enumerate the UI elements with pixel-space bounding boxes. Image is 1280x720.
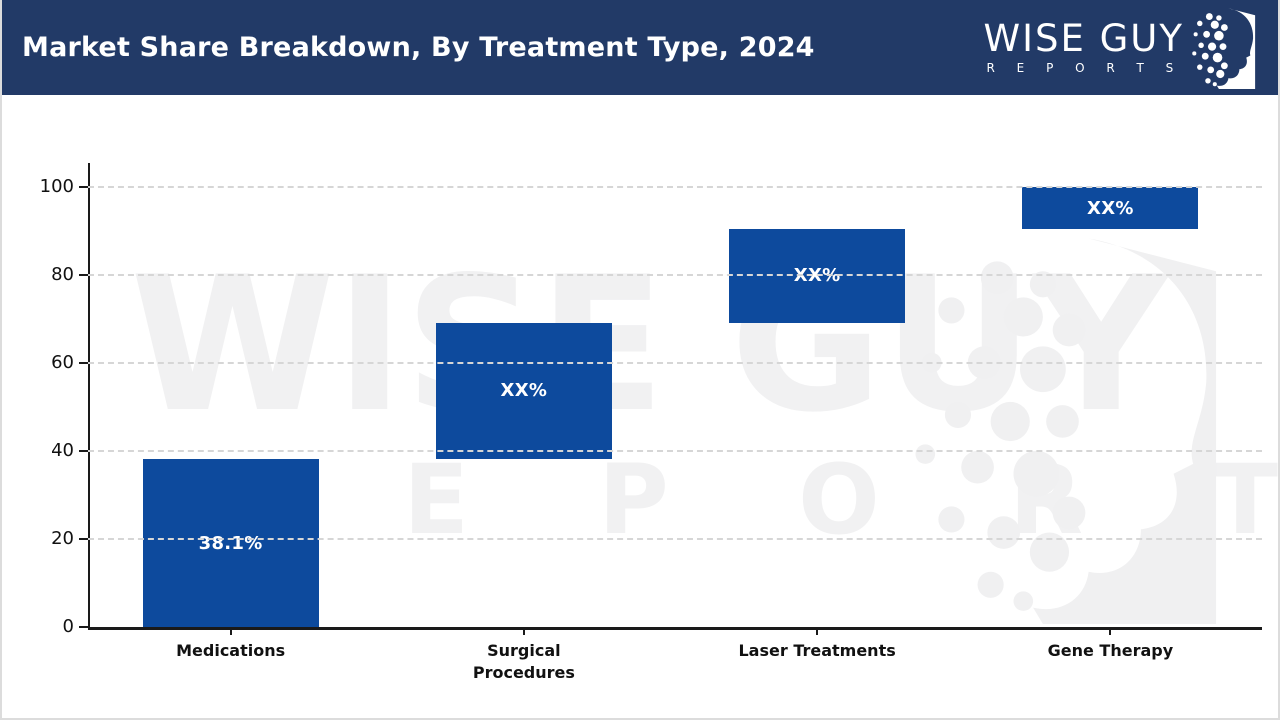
- gridline-60: [88, 362, 1262, 364]
- chart-title: Market Share Breakdown, By Treatment Typ…: [22, 32, 815, 63]
- y-tick: [79, 274, 88, 276]
- gridline-40: [88, 450, 1262, 452]
- x-tick: [522, 627, 525, 635]
- y-tick: [79, 538, 88, 540]
- y-tick-label: 0: [62, 616, 74, 637]
- x-tick: [229, 627, 232, 635]
- y-tick-label: 40: [51, 440, 74, 461]
- logo-wordmark: WISE GUY: [983, 17, 1184, 60]
- logo-text: WISE GUY R E P O R T S: [984, 20, 1184, 75]
- x-category-label: Surgical Procedures: [472, 641, 575, 682]
- bar-segment: XX%: [435, 322, 612, 460]
- bar-value-label: XX%: [1087, 197, 1134, 219]
- y-tick: [79, 450, 88, 452]
- x-tick: [816, 627, 819, 635]
- gridline-20: [88, 538, 1262, 540]
- y-tick-label: 20: [51, 528, 74, 549]
- bar-segment: XX%: [1022, 187, 1199, 230]
- header-bar: Market Share Breakdown, By Treatment Typ…: [0, 0, 1280, 95]
- x-category-label: Medications: [176, 641, 286, 660]
- logo-face-icon: [1188, 7, 1258, 89]
- y-tick: [79, 362, 88, 364]
- y-tick-label: 80: [51, 264, 74, 285]
- x-tick: [1109, 627, 1112, 635]
- y-tick-label: 100: [39, 176, 74, 197]
- gridline-80: [88, 274, 1262, 276]
- bar-segment: 38.1%: [142, 459, 319, 627]
- y-tick: [79, 626, 88, 628]
- x-category-label: Gene Therapy: [1047, 641, 1174, 660]
- x-axis-spine: [88, 627, 1262, 630]
- x-category-label: Laser Treatments: [738, 641, 896, 660]
- bar-value-label: 38.1%: [198, 532, 263, 554]
- y-tick: [79, 186, 88, 188]
- logo-subtitle: R E P O R T S: [986, 61, 1183, 75]
- wiseguy-logo: WISE GUY R E P O R T S: [984, 7, 1258, 89]
- y-axis-spine: [88, 163, 90, 629]
- gridline-100: [88, 186, 1262, 188]
- y-tick-label: 60: [51, 352, 74, 373]
- bar-value-label: XX%: [500, 380, 548, 402]
